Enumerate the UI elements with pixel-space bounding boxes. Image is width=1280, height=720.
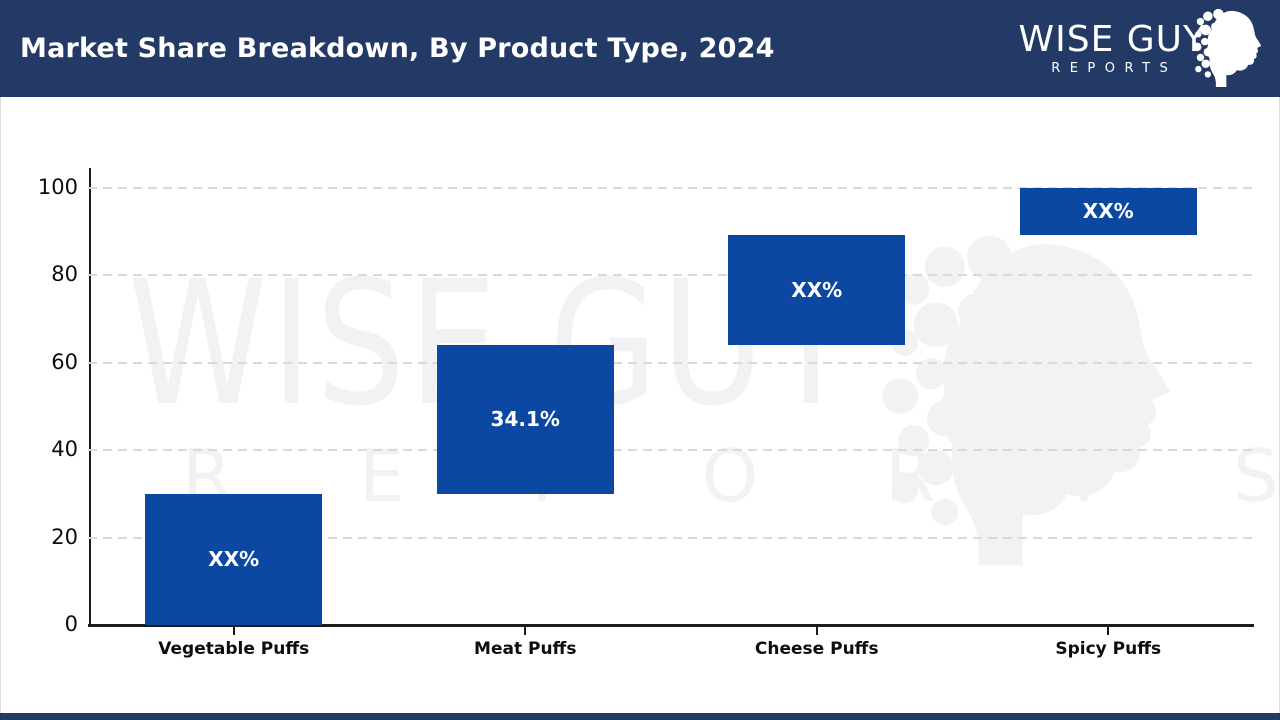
- y-tick-label-60: 60: [51, 349, 78, 374]
- x-tick-spicy-puffs: [1107, 627, 1110, 635]
- x-tick-vegetable-puffs: [232, 627, 235, 635]
- x-tick-cheese-puffs: [815, 627, 818, 635]
- bar-value-label-meat-puffs: 34.1%: [490, 407, 560, 432]
- header-bar: Market Share Breakdown, By Product Type,…: [0, 0, 1280, 97]
- y-tick-label-80: 80: [51, 262, 78, 287]
- gridline-60: [88, 361, 1254, 364]
- category-label-meat-puffs: Meat Puffs: [474, 639, 577, 659]
- logo-subtitle: REPORTS: [1051, 61, 1178, 76]
- bar-spicy-puffs: XX%: [1019, 188, 1197, 235]
- bar-meat-puffs: 34.1%: [436, 344, 614, 494]
- category-label-spicy-puffs: Spicy Puffs: [1055, 639, 1162, 659]
- gridline-80: [88, 274, 1254, 277]
- wise-guy-logo: WISE GUY REPORTS: [1019, 6, 1267, 92]
- gridline-20: [88, 536, 1254, 539]
- bar-value-label-spicy-puffs: XX%: [1082, 199, 1134, 224]
- y-tick-label-0: 0: [64, 612, 78, 636]
- y-axis-line: [89, 168, 91, 627]
- gridline-100: [88, 187, 1254, 189]
- chart-title: Market Share Breakdown, By Product Type,…: [20, 33, 775, 64]
- logo-text: WISE GUY REPORTS: [1018, 19, 1207, 76]
- y-tick-label-40: 40: [51, 437, 78, 462]
- category-label-cheese-puffs: Cheese Puffs: [754, 639, 879, 659]
- bar-value-label-vegetable-puffs: XX%: [208, 547, 260, 572]
- category-label-vegetable-puffs: Vegetable Puffs: [158, 639, 310, 659]
- bar-value-label-cheese-puffs: XX%: [791, 277, 843, 302]
- bar-cheese-puffs: XX%: [728, 234, 906, 345]
- bar-vegetable-puffs: XX%: [145, 493, 323, 625]
- x-axis-line: [88, 624, 1254, 627]
- logo-wordmark: WISE GUY: [1018, 19, 1206, 60]
- footer-bar: [0, 713, 1280, 720]
- x-tick-meat-puffs: [524, 627, 527, 635]
- dotted-head-logo-icon: [1193, 8, 1262, 87]
- gridline-40: [88, 449, 1254, 452]
- y-tick-label-20: 20: [51, 524, 78, 549]
- y-tick-label-100: 100: [37, 175, 78, 199]
